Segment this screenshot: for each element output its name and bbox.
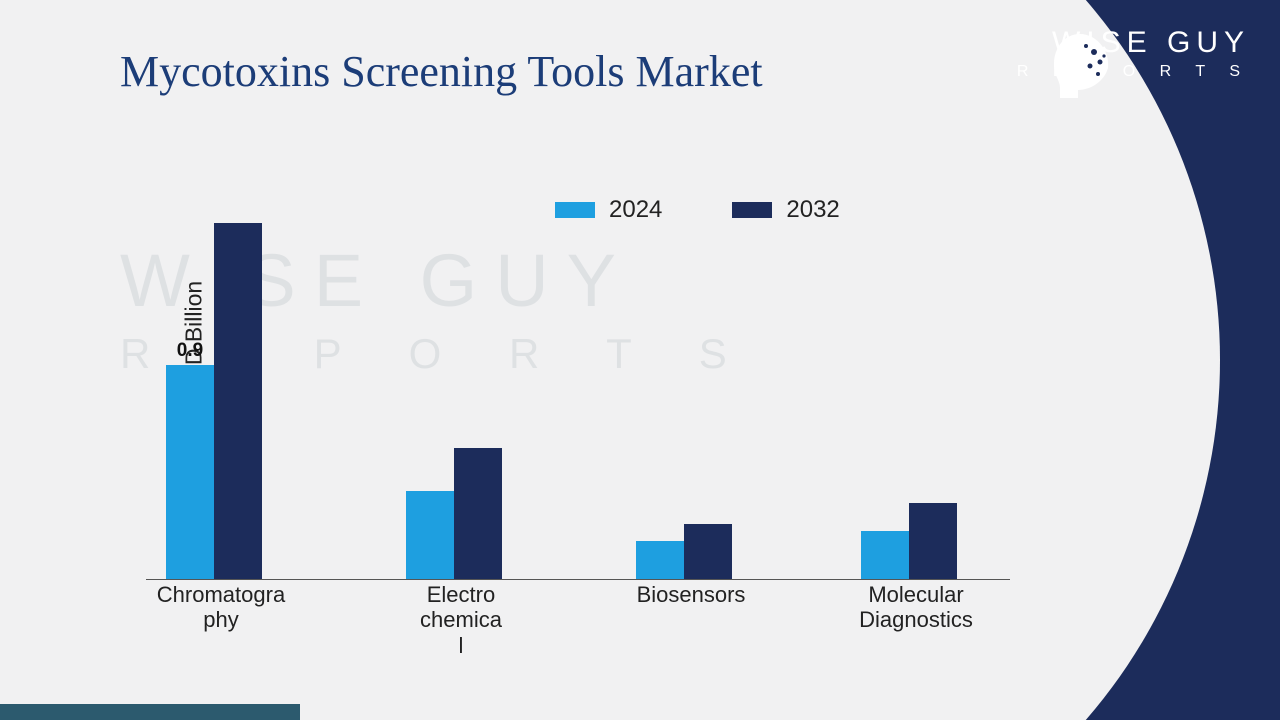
bar-2024 — [406, 491, 454, 579]
plot-area: 0.9 — [146, 200, 1010, 580]
category-label: Electrochemical — [386, 582, 536, 658]
bar-2024 — [166, 365, 214, 579]
category-label: Chromatography — [126, 582, 316, 633]
bar-2032 — [214, 223, 262, 579]
bar-2024 — [861, 531, 909, 579]
bar-2032 — [684, 524, 732, 579]
bar-value-label: 0.9 — [160, 340, 220, 362]
footer-accent-bar — [0, 704, 300, 720]
chart-title: Mycotoxins Screening Tools Market — [120, 46, 763, 97]
bar-2024 — [636, 541, 684, 579]
category-label: Biosensors — [596, 582, 786, 607]
bar-2032 — [454, 448, 502, 579]
bar-2032 — [909, 503, 957, 579]
x-axis-line — [146, 579, 1010, 580]
chart-area: Market Size in USD Billion 0.9 Chromatog… — [100, 200, 1010, 630]
page-root: WISE GUY R E P O R T S Mycotoxins Screen… — [0, 0, 1280, 720]
category-label: MolecularDiagnostics — [816, 582, 1016, 633]
brand-head-icon — [1050, 32, 1112, 102]
